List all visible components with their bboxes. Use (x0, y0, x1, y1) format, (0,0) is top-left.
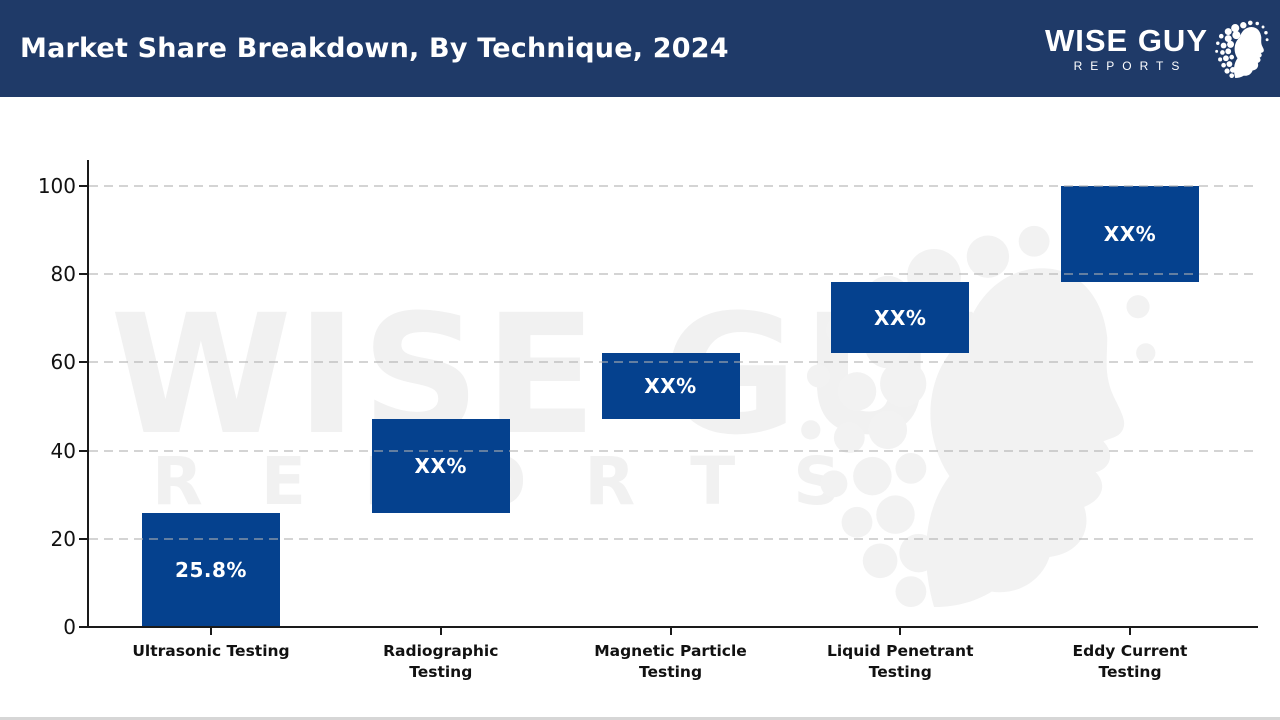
waterfall-chart: WISE GUY REPORTS 0 20 40 60 80 100 25.8% Ultras… (0, 97, 1280, 720)
bar-value-label: 25.8% (175, 558, 247, 583)
gridline (89, 361, 1256, 364)
x-axis-line (87, 626, 1258, 628)
brand-logo: WISE GUY REPORTS (1045, 11, 1270, 87)
header: Market Share Breakdown, By Technique, 20… (0, 0, 1280, 97)
y-axis-line (87, 160, 89, 627)
x-tick-mark (439, 628, 442, 635)
gridline (89, 273, 1256, 276)
category-label: Ultrasonic Testing (132, 642, 290, 660)
bar-value-label: XX% (874, 305, 927, 330)
bar-value-label: XX% (644, 373, 697, 398)
bar-value-label: XX% (1103, 222, 1157, 247)
category-label: Magnetic Particle Testing (594, 642, 747, 681)
bar: XX% (1061, 186, 1199, 283)
y-tick-mark (79, 537, 87, 540)
gridline (89, 185, 1256, 187)
category-label: Eddy Current Testing (1072, 642, 1188, 681)
gridline (89, 537, 1256, 540)
y-tick-mark (79, 361, 87, 364)
gridline (89, 449, 1256, 452)
category-label: Radiographic Testing (383, 642, 499, 681)
bar: XX% (371, 418, 510, 514)
y-tick-mark (79, 626, 87, 628)
y-tick-label: 100 (37, 174, 76, 198)
y-tick-mark (79, 185, 87, 187)
y-tick-mark (79, 449, 87, 452)
bar: XX% (601, 353, 740, 419)
bar: 25.8% (142, 513, 280, 627)
x-tick-mark (210, 628, 212, 635)
y-tick-label: 20 (50, 526, 76, 551)
brand-logo-text: WISE GUY REPORTS (1045, 25, 1208, 72)
y-tick-label: 80 (50, 262, 76, 287)
page-title: Market Share Breakdown, By Technique, 20… (20, 33, 729, 64)
y-tick-label: 40 (50, 438, 76, 463)
x-tick-mark (899, 628, 902, 635)
y-tick-label: 0 (63, 615, 76, 639)
bottom-border (0, 717, 1280, 720)
brand-wordmark: WISE GUY (1044, 23, 1208, 58)
dotted-face-logo-icon (1212, 11, 1270, 87)
bar: XX% (831, 282, 970, 354)
brand-subtext: REPORTS (1073, 59, 1188, 73)
x-tick-mark (669, 628, 672, 635)
x-tick-mark (1129, 628, 1131, 635)
bar-value-label: XX% (414, 454, 467, 479)
y-tick-mark (79, 273, 87, 276)
y-tick-label: 60 (50, 350, 76, 375)
category-label: Liquid Penetrant Testing (826, 642, 974, 681)
